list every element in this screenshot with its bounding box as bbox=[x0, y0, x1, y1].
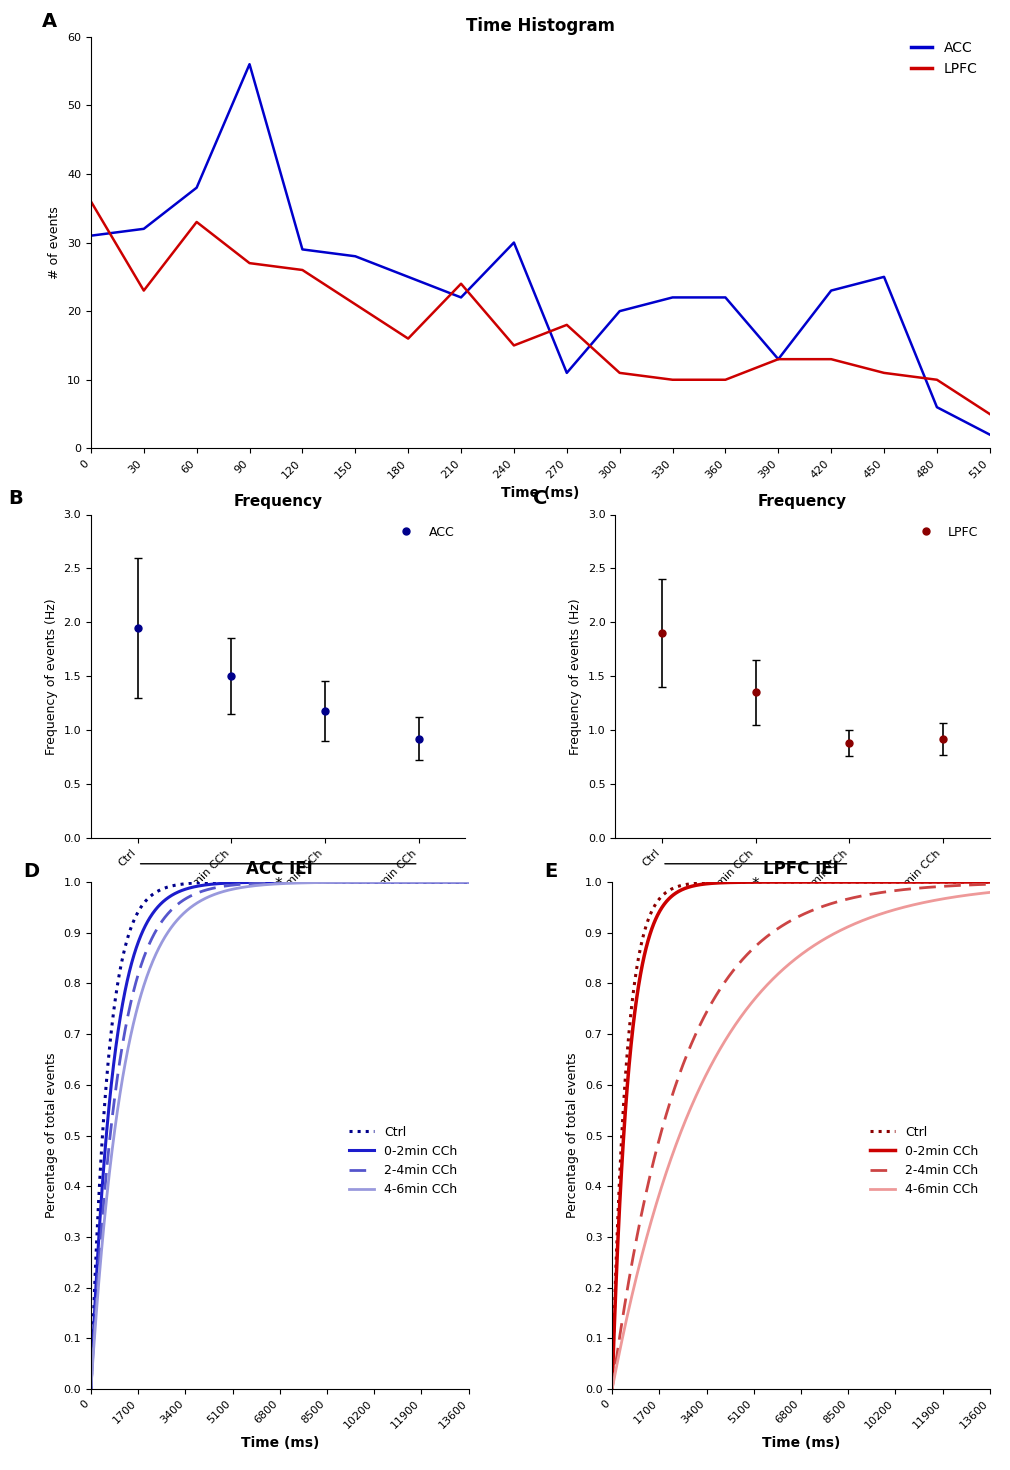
4-6min CCh bbox=[344, 873, 357, 891]
Ctrl bbox=[123, 923, 135, 941]
Ctrl bbox=[907, 873, 919, 891]
4-6min CCh bbox=[85, 1380, 97, 1398]
Line: Ctrl: Ctrl bbox=[612, 882, 990, 1389]
Line: 2-4min CCh: 2-4min CCh bbox=[612, 883, 990, 1389]
2-4min CCh bbox=[773, 919, 785, 936]
4-6min CCh bbox=[251, 876, 264, 894]
Y-axis label: # of events: # of events bbox=[48, 206, 62, 279]
4-6min CCh bbox=[901, 898, 913, 916]
4-6min CCh bbox=[773, 964, 785, 982]
Ctrl bbox=[644, 904, 656, 922]
Ctrl bbox=[237, 873, 249, 891]
0-2min CCh bbox=[85, 1380, 97, 1398]
Ctrl bbox=[463, 873, 475, 891]
4-6min CCh bbox=[380, 873, 392, 891]
0-2min CCh bbox=[251, 873, 264, 891]
Ctrl bbox=[901, 873, 913, 891]
Title: Frequency: Frequency bbox=[758, 494, 847, 509]
Ctrl bbox=[866, 873, 878, 891]
Text: B: B bbox=[8, 488, 23, 507]
Text: *: * bbox=[751, 876, 760, 892]
Legend: Ctrl, 0-2min CCh, 2-4min CCh, 4-6min CCh: Ctrl, 0-2min CCh, 2-4min CCh, 4-6min CCh bbox=[344, 1120, 463, 1201]
0-2min CCh bbox=[901, 873, 913, 891]
2-4min CCh bbox=[85, 1380, 97, 1398]
2-4min CCh bbox=[463, 873, 475, 891]
2-4min CCh bbox=[866, 885, 878, 903]
Ctrl bbox=[606, 1380, 618, 1398]
4-6min CCh bbox=[644, 1214, 656, 1232]
0-2min CCh bbox=[866, 873, 878, 891]
Title: LPFC IEI: LPFC IEI bbox=[764, 860, 839, 878]
Ctrl bbox=[85, 1380, 97, 1398]
0-2min CCh bbox=[907, 873, 919, 891]
Y-axis label: Percentage of total events: Percentage of total events bbox=[44, 1053, 58, 1219]
X-axis label: Time (ms): Time (ms) bbox=[501, 485, 580, 500]
Line: 0-2min CCh: 0-2min CCh bbox=[91, 882, 469, 1389]
4-6min CCh bbox=[123, 1032, 135, 1050]
2-4min CCh bbox=[344, 873, 357, 891]
4-6min CCh bbox=[759, 979, 771, 997]
X-axis label: Time (ms): Time (ms) bbox=[762, 1436, 840, 1451]
Text: A: A bbox=[41, 12, 57, 31]
Text: D: D bbox=[23, 861, 39, 881]
Y-axis label: Frequency of events (Hz): Frequency of events (Hz) bbox=[570, 598, 582, 754]
Text: E: E bbox=[544, 861, 558, 881]
2-4min CCh bbox=[901, 881, 913, 898]
Line: 4-6min CCh: 4-6min CCh bbox=[612, 892, 990, 1389]
4-6min CCh bbox=[237, 879, 249, 897]
Ctrl bbox=[380, 873, 392, 891]
2-4min CCh bbox=[907, 879, 919, 897]
0-2min CCh bbox=[344, 873, 357, 891]
Y-axis label: Percentage of total events: Percentage of total events bbox=[566, 1053, 579, 1219]
Title: ACC IEI: ACC IEI bbox=[246, 860, 313, 878]
2-4min CCh bbox=[237, 875, 249, 892]
4-6min CCh bbox=[606, 1380, 618, 1398]
Ctrl bbox=[251, 873, 264, 891]
Ctrl bbox=[984, 873, 996, 891]
2-4min CCh bbox=[759, 929, 771, 947]
Legend: LPFC: LPFC bbox=[908, 520, 984, 544]
0-2min CCh bbox=[773, 873, 785, 891]
4-6min CCh bbox=[866, 908, 878, 926]
Title: Time Histogram: Time Histogram bbox=[466, 18, 615, 35]
4-6min CCh bbox=[386, 873, 398, 891]
0-2min CCh bbox=[380, 873, 392, 891]
0-2min CCh bbox=[237, 873, 249, 891]
2-4min CCh bbox=[644, 1164, 656, 1182]
Ctrl bbox=[386, 873, 398, 891]
Line: 2-4min CCh: 2-4min CCh bbox=[91, 882, 469, 1389]
0-2min CCh bbox=[123, 963, 135, 980]
Text: *: * bbox=[275, 876, 282, 892]
Line: 4-6min CCh: 4-6min CCh bbox=[91, 882, 469, 1389]
2-4min CCh bbox=[123, 1000, 135, 1017]
Legend: ACC: ACC bbox=[389, 520, 460, 544]
Text: C: C bbox=[533, 488, 547, 507]
2-4min CCh bbox=[386, 873, 398, 891]
X-axis label: Time (ms): Time (ms) bbox=[240, 1436, 319, 1451]
Line: Ctrl: Ctrl bbox=[91, 882, 469, 1389]
Ctrl bbox=[773, 873, 785, 891]
Legend: ACC, LPFC: ACC, LPFC bbox=[906, 35, 983, 81]
2-4min CCh bbox=[984, 875, 996, 892]
2-4min CCh bbox=[251, 875, 264, 892]
Ctrl bbox=[344, 873, 357, 891]
0-2min CCh bbox=[386, 873, 398, 891]
Text: *: * bbox=[799, 908, 806, 925]
4-6min CCh bbox=[984, 883, 996, 901]
2-4min CCh bbox=[380, 873, 392, 891]
2-4min CCh bbox=[606, 1380, 618, 1398]
0-2min CCh bbox=[984, 873, 996, 891]
Y-axis label: Frequency of events (Hz): Frequency of events (Hz) bbox=[44, 598, 58, 754]
0-2min CCh bbox=[463, 873, 475, 891]
4-6min CCh bbox=[463, 873, 475, 891]
0-2min CCh bbox=[644, 923, 656, 941]
Ctrl bbox=[759, 873, 771, 891]
Line: 0-2min CCh: 0-2min CCh bbox=[612, 882, 990, 1389]
0-2min CCh bbox=[759, 873, 771, 891]
0-2min CCh bbox=[606, 1380, 618, 1398]
Title: Frequency: Frequency bbox=[233, 494, 323, 509]
Legend: Ctrl, 0-2min CCh, 2-4min CCh, 4-6min CCh: Ctrl, 0-2min CCh, 2-4min CCh, 4-6min CCh bbox=[866, 1120, 984, 1201]
4-6min CCh bbox=[907, 897, 919, 914]
